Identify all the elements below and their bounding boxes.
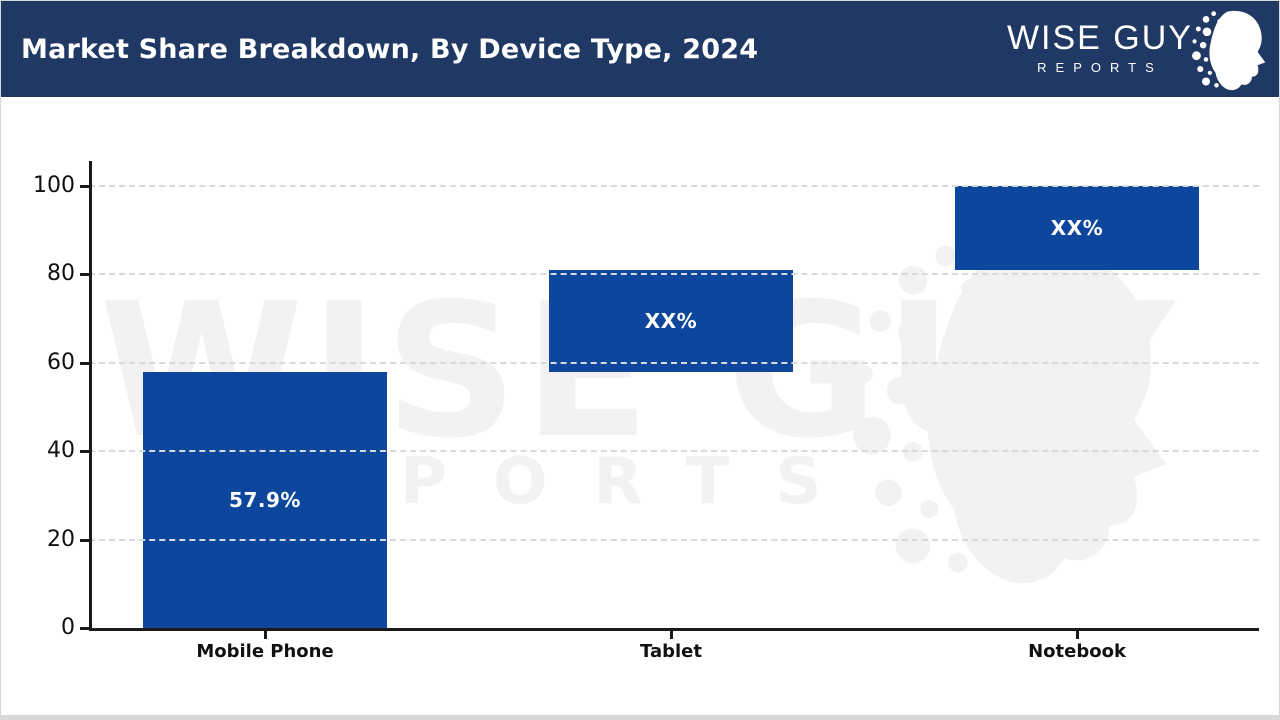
y-axis-tick: [80, 450, 89, 454]
x-axis-category-label: Notebook: [1028, 641, 1126, 662]
bar-mobile-phone: 57.9%: [143, 372, 387, 628]
dotted-head-logo-icon: [1192, 10, 1266, 91]
gridline-100: [89, 185, 1259, 187]
y-axis-tick: [80, 185, 89, 188]
bar-value-label: XX%: [1050, 215, 1104, 240]
y-axis-tick-label: 0: [61, 615, 75, 640]
y-axis-tick: [80, 273, 89, 277]
wise-guy-reports-logo: WISE GUY REPORTS: [1001, 1, 1271, 97]
y-axis-tick: [80, 627, 89, 630]
x-axis-category-label: Tablet: [640, 641, 702, 662]
page-title: Market Share Breakdown, By Device Type, …: [21, 34, 759, 65]
gridline-20: [89, 538, 1259, 541]
y-axis-tick-label: 40: [47, 438, 75, 464]
y-axis-tick: [80, 538, 89, 542]
y-axis-tick-label: 80: [47, 261, 75, 287]
x-axis-tick: [264, 631, 267, 639]
logo-wordmark: WISE GUY: [1006, 19, 1193, 57]
bar-tablet: XX%: [549, 269, 793, 373]
footer-divider: [1, 715, 1279, 719]
gridline-60: [89, 361, 1259, 364]
x-axis-tick: [1076, 631, 1079, 639]
y-axis-tick-label: 60: [47, 349, 75, 375]
x-axis-tick: [670, 631, 673, 639]
header-band: Market Share Breakdown, By Device Type, …: [1, 1, 1279, 97]
logo-text: WISE GUY REPORTS: [1006, 19, 1193, 75]
x-axis-category-label: Mobile Phone: [196, 641, 334, 662]
y-axis-line: [89, 161, 92, 631]
y-axis-tick: [80, 361, 89, 365]
y-axis-tick-label: 20: [47, 526, 75, 552]
logo-subtitle: REPORTS: [1037, 59, 1163, 75]
gridline-40: [89, 450, 1259, 453]
x-axis-line: [89, 628, 1259, 631]
bar-value-label: XX%: [644, 309, 698, 334]
y-axis-tick-label: 100: [33, 173, 75, 198]
gridline-80: [89, 273, 1259, 276]
watermark-head-graphic: [853, 243, 1167, 584]
bar-notebook: XX%: [955, 186, 1199, 270]
bar-value-label: 57.9%: [229, 488, 301, 513]
